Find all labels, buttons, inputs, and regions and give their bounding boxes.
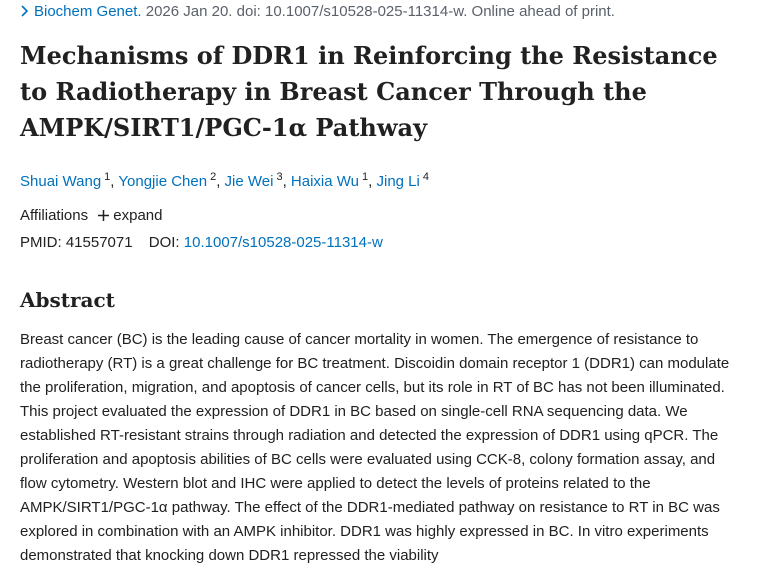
pmid-label: PMID: [20,234,62,251]
author-affiliation: 2 [210,171,217,183]
affiliations-label: Affiliations [20,207,89,224]
affiliations: Affiliations expand [20,207,162,224]
author-affiliation: 3 [276,171,283,183]
author-separator: , [216,173,221,190]
pmid: 41557071 [65,234,133,251]
identifiers: PMID: 41557071 DOI: 10.1007/s10528-025-1… [20,234,383,251]
author-link[interactable]: Haixia Wu [290,173,360,190]
author-separator: , [368,173,373,190]
citation: Biochem Genet. 2026 Jan 20. doi: 10.1007… [20,3,615,20]
expand-button[interactable]: expand [98,207,162,224]
abstract-heading: Abstract [20,288,115,312]
journal-link[interactable]: Biochem Genet. [34,3,142,20]
doi-label: DOI: [148,234,180,251]
author-link[interactable]: Yongjie Chen [118,173,208,190]
plus-icon [98,210,110,221]
author-affiliation: 4 [422,171,429,183]
author-separator: , [282,173,287,190]
author-affiliation: 1 [362,171,369,183]
author-list: Shuai Wang 1, Yongjie Chen 2, Jie Wei 3, Ha… [20,171,429,190]
article-title: Mechanisms of DDR1 in Reinforcing the Re… [20,41,718,142]
author-link[interactable]: Jie Wei [224,173,274,190]
author-link[interactable]: Jing Li [376,173,420,190]
expand-label: expand [113,207,163,224]
abstract-text: Breast cancer (BC) is the leading cause … [20,331,730,564]
chevron-icon [21,5,29,17]
author-separator: , [110,173,115,190]
author-link[interactable]: Shuai Wang [20,173,102,190]
doi-link[interactable]: 10.1007/s10528-025-11314-w [183,234,383,251]
citation-details: 2026 Jan 20. doi: 10.1007/s10528-025-113… [145,3,615,20]
author-affiliation: 1 [104,171,111,183]
